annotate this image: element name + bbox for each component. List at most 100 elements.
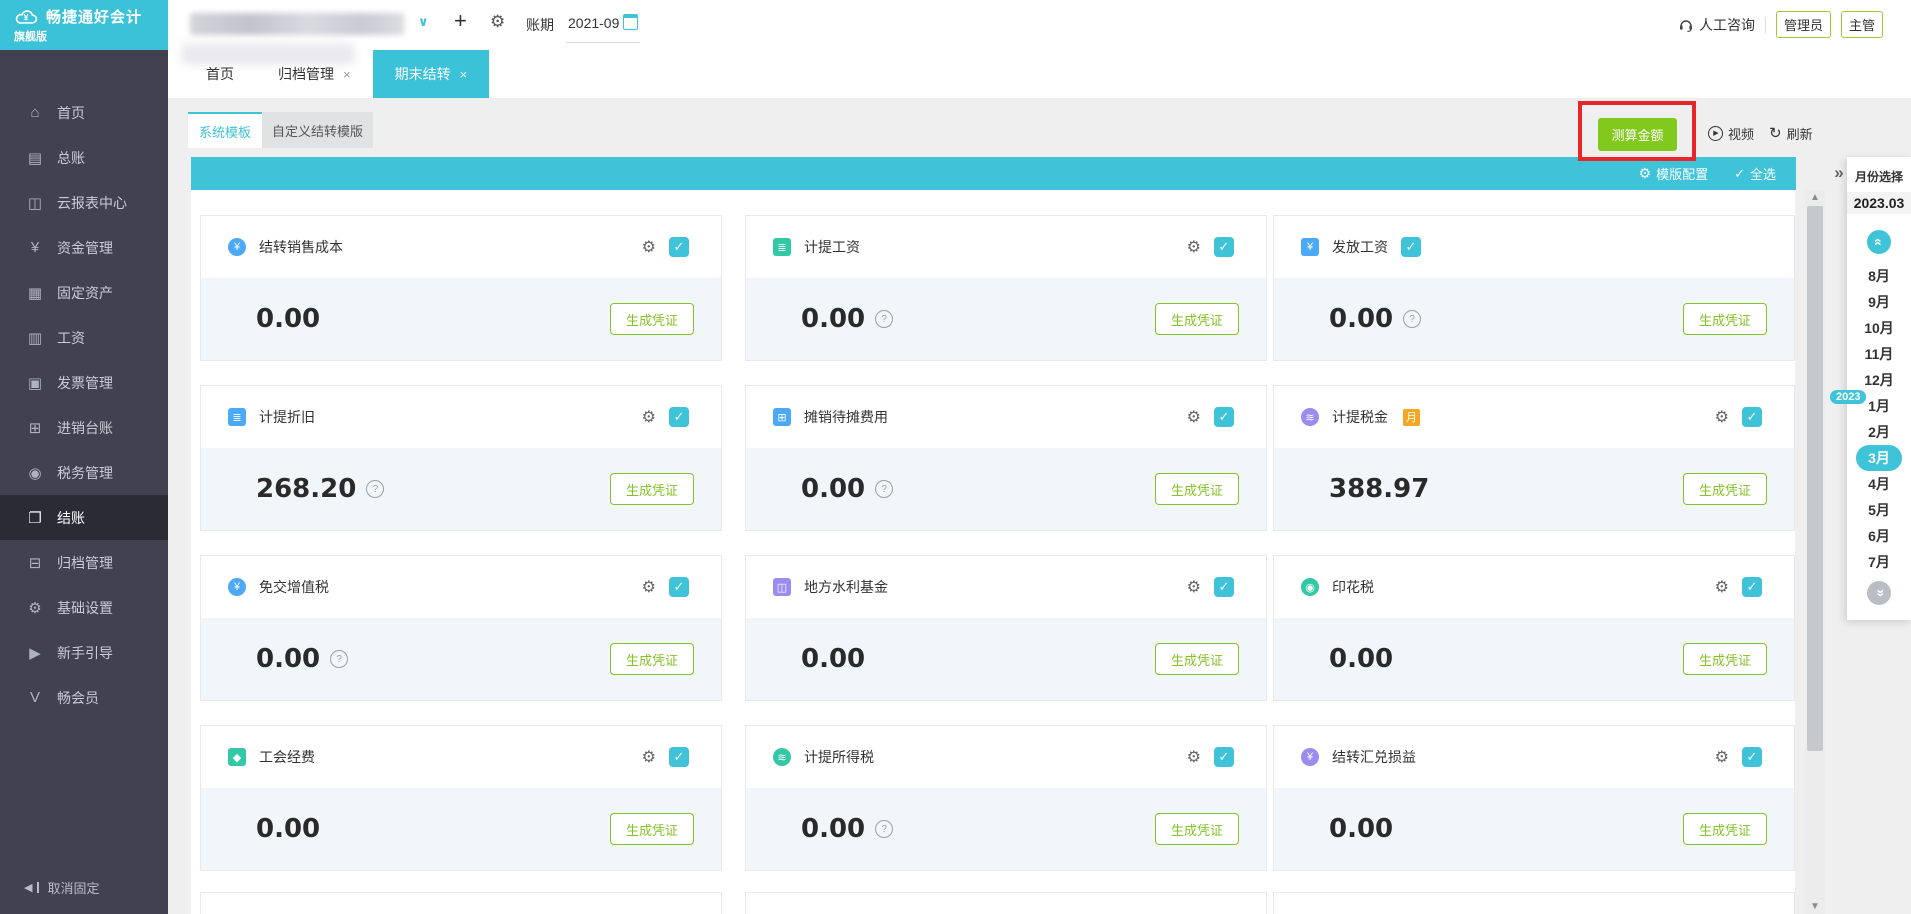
help-icon[interactable]: ? (330, 650, 349, 668)
month-item-4[interactable]: 11月 (1864, 346, 1894, 362)
help-icon[interactable]: ? (366, 480, 385, 498)
card-checkbox[interactable]: ✓ (1214, 747, 1234, 767)
card-checkbox[interactable]: ✓ (669, 237, 689, 257)
help-icon[interactable]: ? (875, 310, 894, 328)
select-all-toggle[interactable]: ✓ 全选 (1734, 164, 1776, 183)
card-gear-icon[interactable]: ⚙ (1186, 239, 1201, 256)
sidebar-item-general-ledger[interactable]: ▤ 总账 (0, 135, 168, 180)
generate-voucher-button[interactable]: 生成凭证 (1683, 813, 1767, 845)
generate-voucher-button[interactable]: 生成凭证 (1155, 303, 1239, 335)
close-tab-icon[interactable]: × (459, 66, 468, 82)
scroll-up-arrow[interactable]: ▲ (1810, 192, 1820, 203)
generate-voucher-button[interactable]: 生成凭证 (610, 643, 694, 675)
tab-custom-template[interactable]: 自定义结转模版 (262, 112, 373, 148)
month-item-10[interactable]: 5月 (1868, 502, 1890, 518)
vertical-scrollbar[interactable]: ▲ ▼ (1805, 190, 1825, 914)
gear-icon[interactable]: ⚙ (490, 12, 506, 31)
sidebar-item-invoices[interactable]: ▣ 发票管理 (0, 360, 168, 405)
tab-system-template[interactable]: 系统模板 (188, 112, 262, 148)
role-button-supervisor[interactable]: 主管 (1840, 11, 1883, 38)
add-account-set-icon[interactable]: + (454, 8, 467, 33)
card-gear-icon[interactable]: ⚙ (1186, 749, 1201, 766)
month-item-11[interactable]: 6月 (1868, 528, 1890, 544)
card-checkbox[interactable]: ✓ (1214, 237, 1234, 257)
sidebar-item-home[interactable]: ⌂ 首页 (0, 90, 168, 135)
month-item-9[interactable]: 4月 (1868, 476, 1890, 492)
sidebar-item-payroll[interactable]: ▥ 工资 (0, 315, 168, 360)
collapse-panel-icon[interactable]: » (1834, 163, 1844, 182)
card-checkbox[interactable]: ✓ (1214, 407, 1234, 427)
card-accrue-depreciation: ≣ 计提折旧 ⚙ ✓ 268.20 ? 生成凭证 (200, 385, 722, 531)
support-link[interactable]: 人工咨询 (1678, 15, 1755, 35)
card-amount: 0.00 (1329, 814, 1394, 844)
card-gear-icon[interactable]: ⚙ (641, 239, 656, 256)
card-checkbox[interactable]: ✓ (1742, 407, 1762, 427)
sidebar-item-cloud-reports[interactable]: ◫ 云报表中心 (0, 180, 168, 225)
card-checkbox[interactable]: ✓ (1214, 577, 1234, 597)
card-gear-icon[interactable]: ⚙ (1714, 409, 1729, 426)
card-checkbox[interactable]: ✓ (669, 577, 689, 597)
scrollbar-thumb[interactable] (1807, 206, 1823, 751)
sidebar-item-fixed-assets[interactable]: ▦ 固定资产 (0, 270, 168, 315)
generate-voucher-button[interactable]: 生成凭证 (1683, 643, 1767, 675)
sidebar-pin-toggle[interactable]: ◀ 取消固定 (24, 878, 99, 897)
card-gear-icon[interactable]: ⚙ (1186, 579, 1201, 596)
month-item-1[interactable]: 8月 (1868, 268, 1890, 284)
card-gear-icon[interactable]: ⚙ (641, 409, 656, 426)
brand-subtitle: 旗舰版 (14, 31, 47, 43)
generate-voucher-button[interactable]: 生成凭证 (1155, 643, 1239, 675)
month-item-3[interactable]: 10月 (1864, 320, 1894, 336)
chevrons-up-icon[interactable]: « (1867, 230, 1891, 254)
card-gear-icon[interactable]: ⚙ (1714, 579, 1729, 596)
month-item-5[interactable]: 12月 (1864, 372, 1894, 388)
month-item-12[interactable]: 7月 (1868, 554, 1890, 570)
chevron-down-icon[interactable]: ∨ (418, 14, 429, 29)
generate-voucher-button[interactable]: 生成凭证 (610, 813, 694, 845)
chevrons-down-icon[interactable]: « (1867, 581, 1891, 605)
card-gear-icon[interactable]: ⚙ (641, 579, 656, 596)
sidebar-item-tax[interactable]: ◉ 税务管理 (0, 450, 168, 495)
scroll-down-arrow[interactable]: ▼ (1810, 901, 1820, 912)
tab-period-end-carryover[interactable]: 期末结转 × (372, 50, 490, 98)
calendar-icon[interactable] (623, 14, 638, 30)
card-union-funds: ◆ 工会经费 ⚙ ✓ 0.00 生成凭证 (200, 725, 722, 871)
card-checkbox[interactable]: ✓ (1742, 747, 1762, 767)
sidebar-item-settings[interactable]: ⚙ 基础设置 (0, 585, 168, 630)
template-config-button[interactable]: ⚙ 模版配置 (1639, 164, 1709, 183)
help-icon[interactable]: ? (1403, 310, 1422, 328)
sidebar-item-closing[interactable]: ❐ 结账 (0, 495, 168, 540)
video-button[interactable]: ▶ 视频 (1708, 123, 1754, 143)
month-item-8[interactable]: 3月 (1856, 445, 1902, 471)
generate-voucher-button[interactable]: 生成凭证 (1683, 473, 1767, 505)
card-gear-icon[interactable]: ⚙ (641, 749, 656, 766)
card-checkbox[interactable]: ✓ (669, 747, 689, 767)
sidebar-item-membership[interactable]: V 畅会员 (0, 675, 168, 720)
sidebar-item-archive[interactable]: ⊟ 归档管理 (0, 540, 168, 585)
generate-voucher-button[interactable]: 生成凭证 (1155, 473, 1239, 505)
generate-voucher-button[interactable]: 生成凭证 (610, 473, 694, 505)
generate-voucher-button[interactable]: 生成凭证 (1683, 303, 1767, 335)
card-checkbox[interactable]: ✓ (669, 407, 689, 427)
card-amount: 0.00 (256, 814, 321, 844)
sidebar-item-purchase-sales[interactable]: ⊞ 进销台账 (0, 405, 168, 450)
help-icon[interactable]: ? (875, 820, 894, 838)
month-item-7[interactable]: 2月 (1868, 424, 1890, 440)
measure-amount-button[interactable]: 测算金额 (1598, 118, 1677, 151)
card-checkbox[interactable]: ✓ (1742, 577, 1762, 597)
generate-voucher-button[interactable]: 生成凭证 (1155, 813, 1239, 845)
sidebar-item-funds[interactable]: ¥ 资金管理 (0, 225, 168, 270)
card-checkbox[interactable]: ✓ (1401, 237, 1421, 257)
tab-archive[interactable]: 归档管理 × (278, 66, 351, 82)
month-item-2[interactable]: 9月 (1868, 294, 1890, 310)
sidebar-item-guide[interactable]: ▶ 新手引导 (0, 630, 168, 675)
close-tab-icon[interactable]: × (343, 66, 351, 82)
role-button-admin[interactable]: 管理员 (1775, 11, 1831, 38)
generate-voucher-button[interactable]: 生成凭证 (610, 303, 694, 335)
month-item-6[interactable]: 1月 (1868, 398, 1890, 414)
card-gear-icon[interactable]: ⚙ (1714, 749, 1729, 766)
help-icon[interactable]: ? (875, 480, 894, 498)
card-gear-icon[interactable]: ⚙ (1186, 409, 1201, 426)
tab-home[interactable]: 首页 (206, 66, 234, 82)
refresh-button[interactable]: ↻ 刷新 (1769, 123, 1813, 143)
period-value[interactable]: 2021-09 (568, 15, 620, 31)
